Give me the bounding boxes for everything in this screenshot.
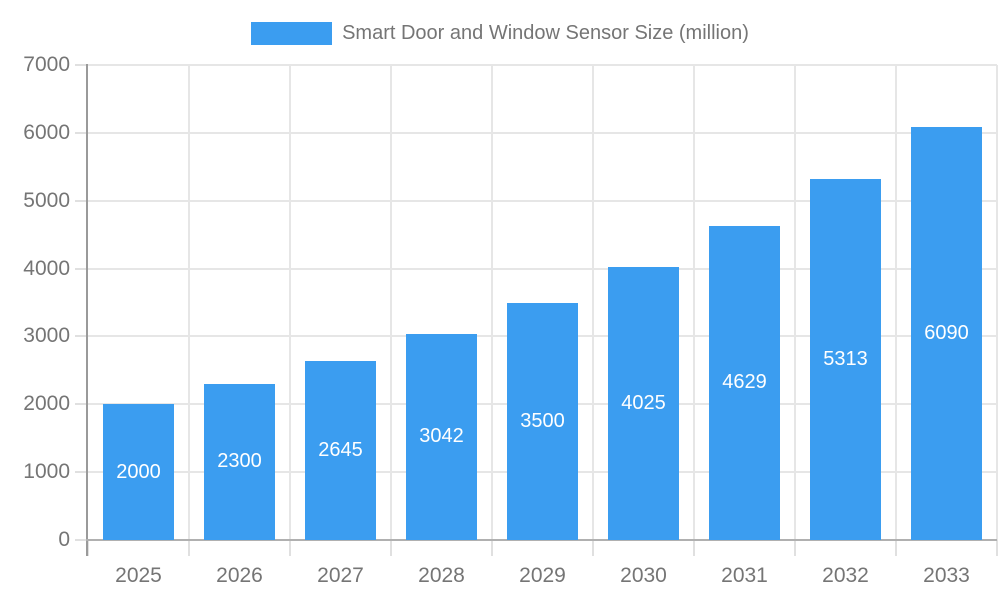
x-gridline (592, 65, 594, 540)
x-gridline (289, 65, 291, 540)
bar-2027[interactable]: 2645 (305, 360, 376, 540)
y-axis-line (86, 64, 88, 556)
bar-value-label: 3042 (419, 425, 464, 448)
x-axis-tick (491, 540, 493, 556)
x-axis-tick (390, 540, 392, 556)
x-axis-tick-label: 2031 (721, 564, 768, 587)
x-axis-tick-label: 2029 (519, 564, 566, 587)
bar-2031[interactable]: 4629 (709, 225, 780, 540)
legend[interactable]: Smart Door and Window Sensor Size (milli… (0, 18, 1000, 48)
bar-2030[interactable]: 4025 (608, 266, 679, 540)
y-axis-tick (75, 471, 88, 474)
y-axis-tick-label: 0 (58, 528, 70, 551)
x-gridline (491, 65, 493, 540)
y-axis-tick-label: 3000 (23, 324, 70, 348)
x-gridline (693, 65, 695, 540)
x-axis-tick-label: 2025 (115, 564, 162, 587)
y-gridline (88, 199, 997, 202)
bar-2028[interactable]: 3042 (406, 333, 477, 540)
y-axis-tick (75, 267, 88, 270)
legend-label: Smart Door and Window Sensor Size (milli… (342, 21, 749, 44)
x-axis-tick (895, 540, 897, 556)
bar-2032[interactable]: 5313 (810, 179, 881, 540)
bar-value-label: 2000 (116, 460, 161, 483)
y-gridline (88, 267, 997, 270)
y-axis-tick (75, 131, 88, 134)
y-axis-tick-label: 5000 (23, 188, 70, 212)
bar-value-label: 3500 (520, 409, 565, 432)
x-axis-tick (87, 540, 89, 556)
bar-value-label: 4025 (621, 391, 666, 414)
x-gridline (188, 65, 190, 540)
x-axis-tick-label: 2026 (216, 564, 263, 587)
x-axis-tick (996, 540, 998, 556)
y-axis-tick (75, 335, 88, 338)
legend-swatch-icon (251, 21, 333, 45)
x-gridline (794, 65, 796, 540)
y-axis-tick (75, 64, 88, 66)
bar-value-label: 4629 (722, 371, 767, 394)
bar-value-label: 6090 (924, 321, 969, 344)
y-gridline (88, 131, 997, 134)
x-axis-tick (592, 540, 594, 556)
y-axis-tick-label: 1000 (23, 460, 70, 484)
y-axis-tick (75, 403, 88, 406)
x-gridline (895, 65, 897, 540)
y-axis-tick (75, 539, 88, 541)
x-axis-tick (794, 540, 796, 556)
y-axis-tick-label: 4000 (23, 256, 70, 280)
bar-2026[interactable]: 2300 (204, 383, 275, 540)
bar-2033[interactable]: 6090 (911, 126, 982, 540)
y-axis-tick-label: 6000 (23, 120, 70, 144)
y-axis-tick (75, 199, 88, 202)
x-axis-tick-label: 2027 (317, 564, 364, 587)
x-axis-line (86, 539, 997, 541)
x-axis-tick (188, 540, 190, 556)
bar-value-label: 2645 (318, 438, 363, 461)
x-axis-tick (693, 540, 695, 556)
y-axis-tick-label: 7000 (23, 53, 70, 76)
x-gridline (390, 65, 392, 540)
x-axis-tick-label: 2030 (620, 564, 667, 587)
x-axis-tick-label: 2033 (923, 564, 970, 587)
bar-2025[interactable]: 2000 (103, 404, 174, 540)
bar-2029[interactable]: 3500 (507, 302, 578, 540)
bar-value-label: 5313 (823, 348, 868, 371)
y-gridline (88, 64, 997, 66)
x-axis-tick-label: 2032 (822, 564, 869, 587)
bar-value-label: 2300 (217, 450, 262, 473)
x-axis-tick-label: 2028 (418, 564, 465, 587)
y-axis-tick-label: 2000 (23, 392, 70, 416)
x-gridline (996, 65, 998, 540)
x-axis-tick (289, 540, 291, 556)
